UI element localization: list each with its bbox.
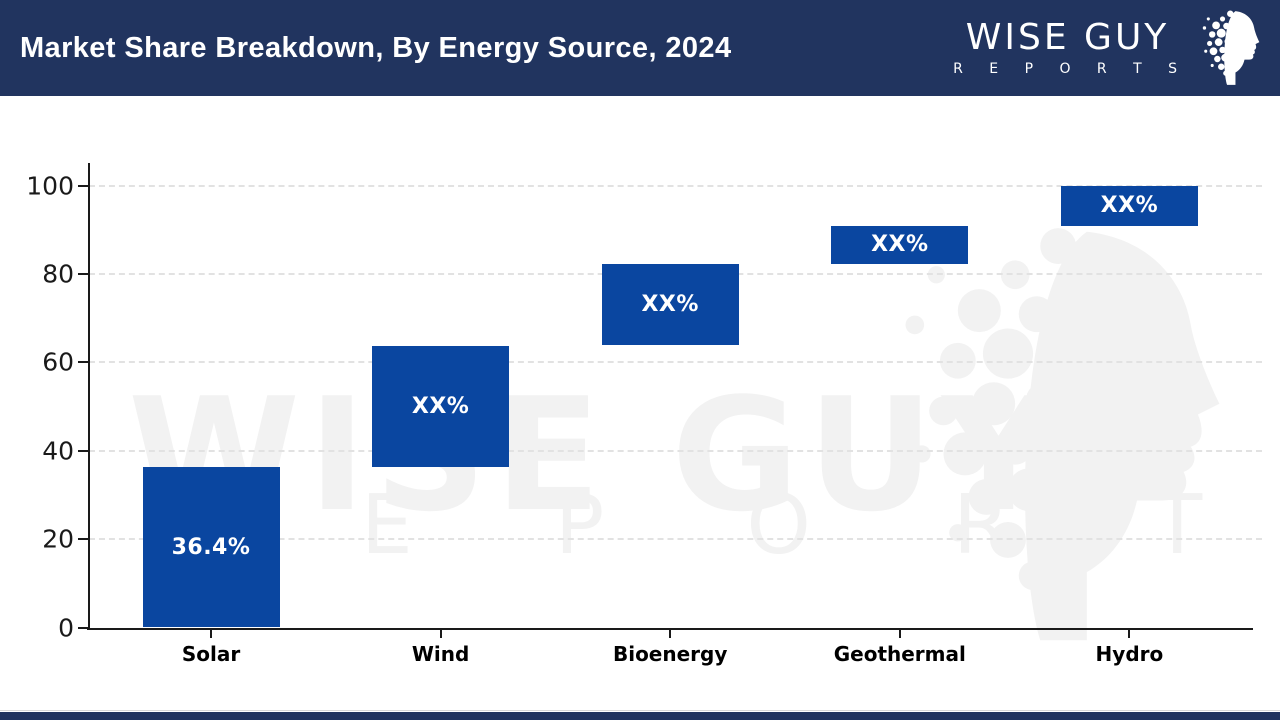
header-band: Market Share Breakdown, By Energy Source… bbox=[0, 0, 1280, 96]
x-axis-label-solar: Solar bbox=[181, 641, 241, 666]
y-tick-60 bbox=[78, 361, 88, 364]
y-tick-label-0: 0 bbox=[58, 613, 74, 642]
bar-geothermal: XX% bbox=[831, 226, 969, 264]
y-tick-label-20: 20 bbox=[42, 524, 74, 554]
x-tick-wind bbox=[439, 629, 442, 638]
gridline-100 bbox=[89, 184, 1262, 187]
x-tick-solar bbox=[210, 629, 212, 638]
bar-bioenergy: XX% bbox=[601, 263, 739, 346]
y-tick-label-80: 80 bbox=[42, 259, 74, 289]
watermark-head-icon bbox=[905, 228, 1220, 641]
y-tick-label-60: 60 bbox=[42, 347, 74, 377]
x-axis-label-hydro: Hydro bbox=[1095, 641, 1164, 666]
bar-value-label-bioenergy: XX% bbox=[641, 292, 699, 318]
dotted-head-profile-icon bbox=[1202, 10, 1260, 85]
x-tick-hydro bbox=[1128, 629, 1131, 638]
page-title: Market Share Breakdown, By Energy Source… bbox=[20, 31, 732, 64]
x-tick-geothermal bbox=[898, 629, 901, 638]
bar-value-label-wind: XX% bbox=[411, 393, 470, 419]
x-tick-bioenergy bbox=[669, 629, 672, 638]
watermark-wordmark: WISE GUY bbox=[128, 364, 1064, 546]
bar-solar: 36.4% bbox=[142, 466, 280, 628]
footer-band bbox=[0, 712, 1280, 720]
y-axis bbox=[88, 163, 90, 630]
bar-value-label-hydro: XX% bbox=[1100, 193, 1159, 219]
bar-value-label-solar: 36.4% bbox=[171, 534, 251, 560]
x-axis bbox=[87, 627, 1253, 630]
x-axis-label-bioenergy: Bioenergy bbox=[612, 641, 728, 666]
wiseguy-logo: WISE GUY R E P O R T S bbox=[947, 6, 1280, 90]
bar-value-label-geothermal: XX% bbox=[871, 232, 929, 258]
y-tick-label-100: 100 bbox=[26, 171, 74, 200]
y-tick-label-40: 40 bbox=[42, 436, 74, 466]
x-axis-label-wind: Wind bbox=[411, 641, 470, 666]
bar-wind: XX% bbox=[372, 345, 510, 467]
x-axis-label-geothermal: Geothermal bbox=[833, 641, 966, 666]
gridline-60 bbox=[89, 361, 1262, 364]
y-tick-80 bbox=[78, 272, 88, 275]
y-tick-20 bbox=[78, 538, 88, 541]
chart-area: WISE GUY R E P O R T S 02040608010036.4%… bbox=[0, 96, 1280, 712]
gridline-20 bbox=[89, 538, 1262, 541]
y-tick-0 bbox=[78, 626, 88, 629]
wiseguy-logo-text: WISE GUY R E P O R T S bbox=[947, 17, 1188, 77]
logo-subtitle: R E P O R T S bbox=[953, 61, 1188, 77]
y-tick-100 bbox=[78, 184, 88, 187]
bar-hydro: XX% bbox=[1060, 185, 1198, 227]
footer-divider bbox=[0, 710, 1280, 711]
logo-wordmark: WISE GUY bbox=[965, 17, 1170, 58]
gridline-40 bbox=[89, 449, 1262, 452]
y-tick-40 bbox=[78, 449, 88, 452]
